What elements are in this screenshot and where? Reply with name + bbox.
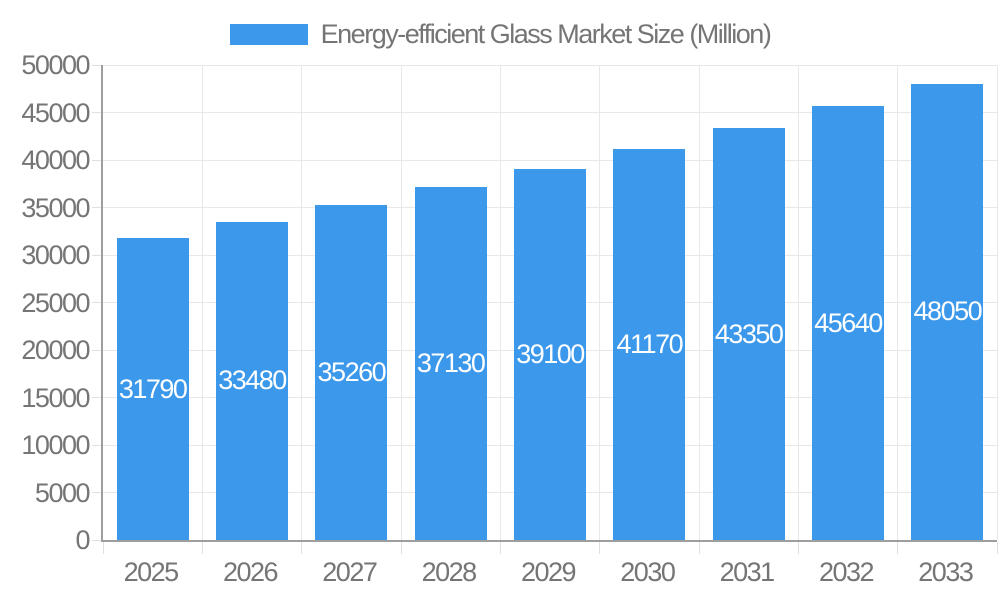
y-axis-tick [92, 64, 101, 66]
y-axis-tick [92, 397, 101, 398]
y-tick-label: 50000 [21, 50, 90, 80]
x-tick-label: 2032 [818, 557, 875, 587]
bar-2032[interactable]: 45640 [812, 106, 884, 540]
v-gridline [201, 65, 203, 540]
v-gridline [400, 65, 402, 540]
legend-label: Energy-efficient Glass Market Size (Mill… [320, 19, 772, 49]
x-tick-label: 2033 [918, 557, 974, 587]
x-axis-tick [102, 542, 104, 554]
x-axis-tick [599, 542, 601, 554]
v-gridline [698, 65, 700, 540]
bar-value-label: 37130 [416, 348, 486, 379]
y-tick-label: 45000 [21, 97, 90, 128]
y-axis-tick [92, 207, 101, 208]
y-axis-tick [92, 492, 101, 493]
x-axis-tick [996, 542, 998, 554]
v-gridline [996, 65, 998, 540]
x-tick-label: 2027 [322, 557, 378, 587]
v-gridline [897, 65, 899, 540]
x-tick-label: 2025 [123, 557, 180, 587]
v-gridline [797, 65, 799, 540]
plot-area: 31790 33480 35260 37130 39100 41170 43350 45640… [92, 64, 998, 554]
y-tick-label: 20000 [21, 335, 90, 365]
legend-swatch [229, 24, 308, 45]
bar-2027[interactable]: 35260 [315, 205, 388, 540]
y-tick-label: 35000 [21, 192, 90, 223]
x-axis-tick [201, 542, 203, 554]
y-axis-tick [92, 302, 101, 303]
v-gridline [499, 65, 501, 540]
legend[interactable]: Energy-efficient Glass Market Size (Mill… [0, 19, 1000, 50]
bar-value-label: 45640 [814, 307, 883, 338]
x-axis-tick [698, 542, 700, 554]
bar-2029[interactable]: 39100 [514, 168, 586, 540]
x-tick-label: 2030 [620, 557, 676, 587]
x-tick-label: 2028 [421, 557, 478, 587]
x-axis-tick [797, 542, 799, 554]
x-axis-tick [400, 542, 402, 554]
h-gridline [103, 112, 997, 113]
y-axis-tick [92, 112, 101, 113]
bar-2025[interactable]: 31790 [116, 238, 189, 540]
y-axis-tick [92, 159, 101, 161]
y-tick-label: 40000 [21, 145, 90, 175]
x-axis-tick [301, 542, 303, 554]
y-axis-tick [92, 254, 101, 256]
bar-value-label: 39100 [516, 338, 585, 369]
x-tick-label: 2029 [520, 557, 577, 587]
bar-value-label: 35260 [317, 357, 387, 388]
bar-2033[interactable]: 48050 [911, 83, 984, 540]
y-tick-label: 30000 [21, 240, 90, 270]
y-tick-label: 25000 [21, 287, 90, 318]
v-gridline [301, 65, 303, 540]
bar-value-label: 33480 [218, 365, 287, 396]
x-axis-tick [499, 542, 501, 554]
bar-value-label: 41170 [616, 328, 684, 359]
y-axis-tick [92, 444, 101, 446]
y-axis-tick [92, 539, 101, 541]
bar-2031[interactable]: 43350 [712, 128, 785, 540]
x-axis-tick [897, 542, 899, 554]
x-tick-label: 2026 [222, 557, 279, 587]
y-axis-tick [92, 349, 101, 351]
bar-value-label: 48050 [913, 296, 983, 327]
bar-value-label: 31790 [118, 373, 188, 404]
y-tick-label: 5000 [34, 477, 91, 508]
bar-2028[interactable]: 37130 [414, 187, 487, 540]
v-gridline [599, 65, 601, 540]
x-tick-label: 2031 [719, 557, 776, 587]
bar-2026[interactable]: 33480 [216, 221, 288, 540]
y-tick-label: 10000 [21, 430, 90, 460]
bar-value-label: 43350 [714, 318, 784, 349]
y-tick-label: 15000 [21, 382, 90, 413]
h-gridline [103, 64, 997, 66]
bar-2030[interactable]: 41170 [613, 148, 686, 540]
y-tick-label: 0 [75, 525, 90, 555]
h-gridline [103, 159, 997, 161]
